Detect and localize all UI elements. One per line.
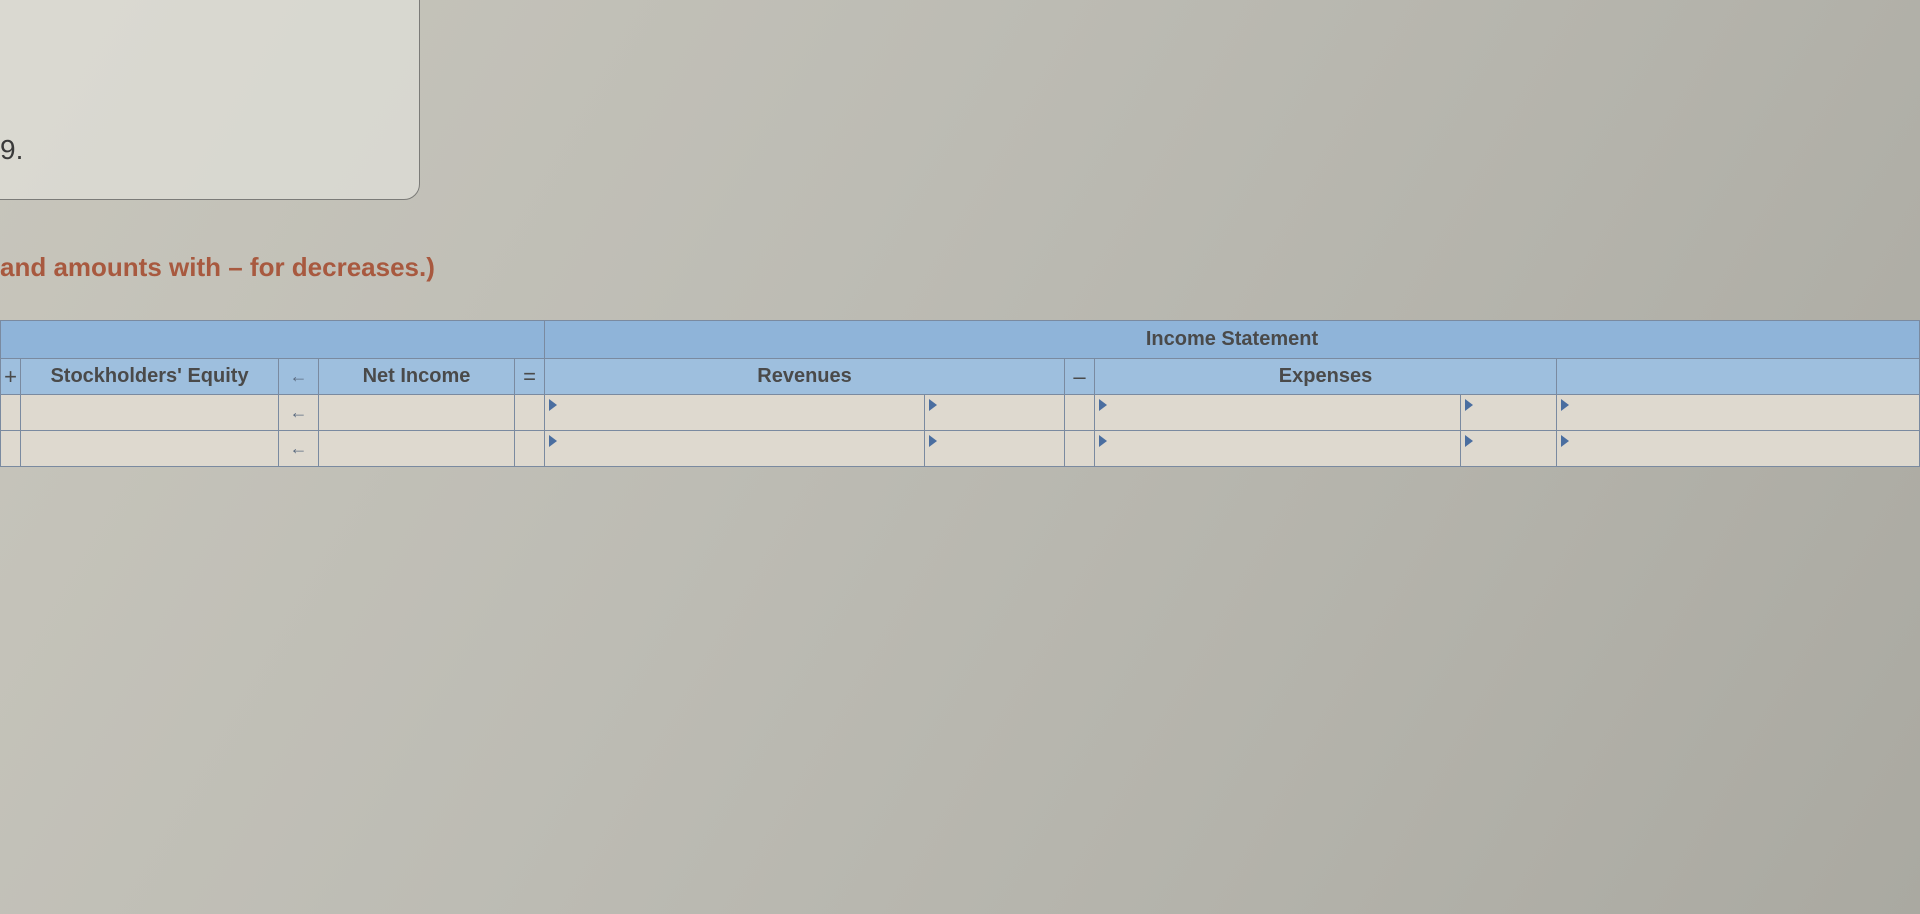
cell-tail[interactable] xyxy=(1557,395,1920,431)
cell-expense-desc[interactable] xyxy=(1095,431,1461,467)
cell-arrow: ← xyxy=(279,431,319,467)
hdr2-equals: = xyxy=(515,359,545,395)
table-row: ← xyxy=(1,431,1920,467)
hdr1-income-statement: Income Statement xyxy=(545,321,1920,359)
cell-equals xyxy=(515,431,545,467)
hdr2-expenses: Expenses xyxy=(1095,359,1557,395)
cell-expense-amt[interactable] xyxy=(1461,395,1557,431)
table-header-row-1: Income Statement xyxy=(1,321,1920,359)
hdr2-netincome: Net Income xyxy=(319,359,515,395)
minus-operator: – xyxy=(1073,364,1085,389)
accounting-equation-table: Income Statement + Stockholders' Equity … xyxy=(0,320,1920,467)
hdr2-equity: Stockholders' Equity xyxy=(21,359,279,395)
cell-revenue-desc[interactable] xyxy=(545,395,925,431)
plus-operator: + xyxy=(4,364,17,389)
cell-expense-amt[interactable] xyxy=(1461,431,1557,467)
cell-arrow: ← xyxy=(279,395,319,431)
cell-netincome[interactable] xyxy=(319,395,515,431)
table-row: ← xyxy=(1,395,1920,431)
question-number: 9. xyxy=(0,134,23,166)
hdr2-plus: + xyxy=(1,359,21,395)
question-box xyxy=(0,0,420,200)
cell-tail[interactable] xyxy=(1557,431,1920,467)
stockholders-equity-label: Stockholders' Equity xyxy=(50,365,248,387)
cell-minus xyxy=(1065,431,1095,467)
cell-revenue-amt[interactable] xyxy=(925,395,1065,431)
expenses-label: Expenses xyxy=(1279,365,1372,387)
cell-revenue-desc[interactable] xyxy=(545,431,925,467)
arrow-left-icon: ← xyxy=(290,438,308,459)
cell-plus[interactable] xyxy=(1,395,21,431)
instruction-text: and amounts with – for decreases.) xyxy=(0,252,435,283)
arrow-left-icon: ← xyxy=(290,402,308,423)
revenues-label: Revenues xyxy=(757,365,852,387)
cell-expense-desc[interactable] xyxy=(1095,395,1461,431)
hdr2-arrow: ← xyxy=(279,359,319,395)
cell-plus[interactable] xyxy=(1,431,21,467)
hdr2-revenues: Revenues xyxy=(545,359,1065,395)
cell-netincome[interactable] xyxy=(319,431,515,467)
cell-equity[interactable] xyxy=(21,431,279,467)
cell-revenue-amt[interactable] xyxy=(925,431,1065,467)
arrow-left-icon: ← xyxy=(290,366,308,387)
income-statement-label: Income Statement xyxy=(1146,328,1318,350)
hdr1-blank xyxy=(1,321,545,359)
page-root: 9. and amounts with – for decreases.) In… xyxy=(0,0,1920,914)
cell-equity[interactable] xyxy=(21,395,279,431)
cell-equals xyxy=(515,395,545,431)
table-header-row-2: + Stockholders' Equity ← Net Income = Re… xyxy=(1,359,1920,395)
net-income-label: Net Income xyxy=(363,365,471,387)
cell-minus xyxy=(1065,395,1095,431)
hdr2-tail xyxy=(1557,359,1920,395)
hdr2-minus: – xyxy=(1065,359,1095,395)
equals-operator: = xyxy=(523,364,536,389)
